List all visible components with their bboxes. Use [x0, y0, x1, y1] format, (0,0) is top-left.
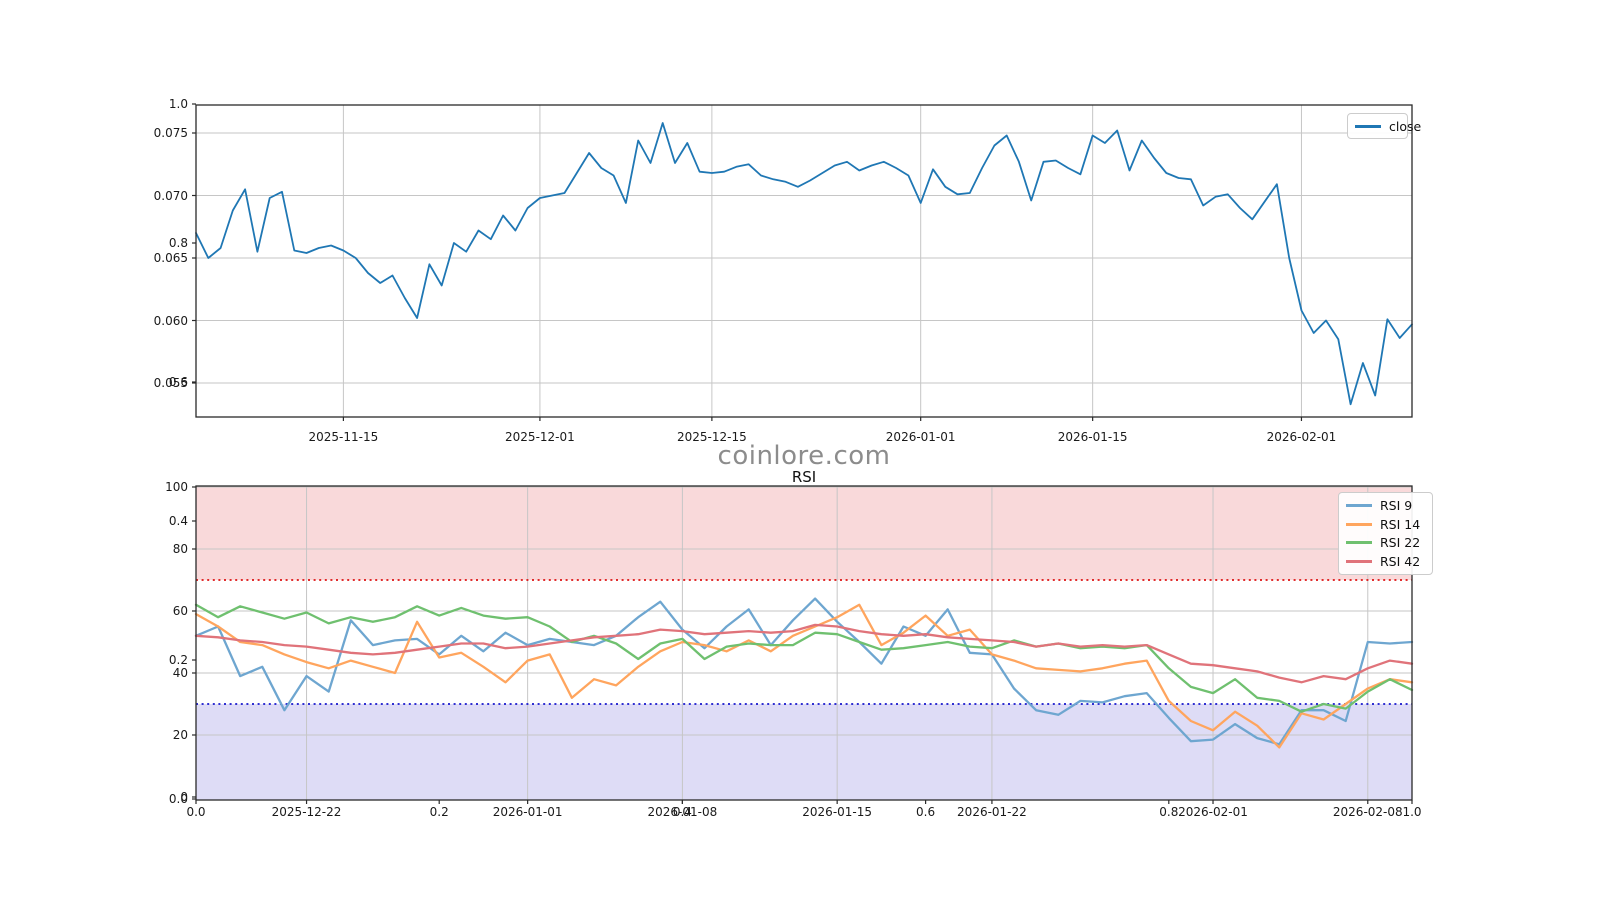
rsi22-line-swatch — [1346, 541, 1372, 545]
legend-item-rsi9: RSI 9 — [1346, 496, 1424, 515]
close-line-swatch — [1355, 124, 1381, 128]
legend-item-rsi22: RSI 22 — [1346, 534, 1424, 553]
close-series-line — [195, 122, 1413, 406]
rsi-chart-title: RSI — [791, 468, 817, 486]
legend-label-close: close — [1389, 118, 1422, 134]
legend-item-rsi42: RSI 42 — [1346, 552, 1424, 571]
legend-label-rsi22: RSI 22 — [1380, 535, 1421, 551]
overbought-band — [196, 486, 1412, 580]
rsi-series-line-1 — [194, 603, 1414, 749]
rsi-series-line-0 — [194, 597, 1414, 746]
rsi14-line-swatch — [1346, 522, 1372, 526]
price-legend: close — [1347, 113, 1421, 139]
legend-label-rsi42: RSI 42 — [1380, 554, 1421, 570]
price-axes-frame — [195, 104, 1413, 418]
rsi-legend: RSI 9 RSI 14 RSI 22 RSI 42 — [1338, 492, 1433, 575]
rsi-axes-frame — [195, 485, 1413, 801]
oversold-band — [196, 703, 1412, 800]
rsi-series-line-2 — [194, 603, 1414, 713]
legend-item-close: close — [1355, 117, 1421, 135]
rsi-series-line-3 — [194, 623, 1414, 684]
watermark: coinlore.com — [717, 441, 891, 471]
legend-item-rsi14: RSI 14 — [1346, 515, 1424, 534]
legend-label-rsi9: RSI 9 — [1380, 497, 1413, 513]
legend-label-rsi14: RSI 14 — [1380, 516, 1421, 532]
rsi9-line-swatch — [1346, 503, 1372, 507]
rsi42-line-swatch — [1346, 560, 1372, 564]
